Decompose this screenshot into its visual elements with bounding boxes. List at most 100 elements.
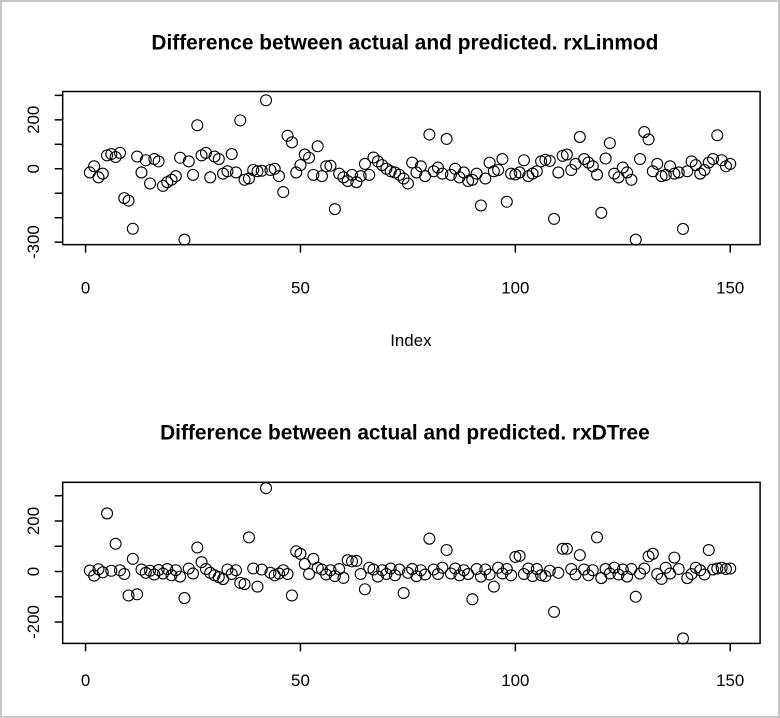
data-point — [294, 159, 307, 172]
data-point — [578, 153, 591, 166]
data-point — [419, 170, 432, 183]
chart-title-rxlinmod: Difference between actual and predicted.… — [151, 32, 658, 55]
data-point — [556, 542, 569, 555]
data-point — [186, 168, 200, 181]
data-point — [591, 531, 604, 544]
data-point — [350, 554, 363, 567]
data-point — [427, 165, 440, 178]
x-tick-label: 0 — [81, 278, 90, 297]
data-point — [565, 163, 578, 176]
data-point — [324, 159, 337, 172]
data-point — [483, 568, 496, 581]
data-point — [238, 578, 251, 591]
x-axis-label-index: Index — [390, 331, 432, 350]
data-point — [414, 564, 427, 577]
data-point — [225, 148, 238, 161]
data-point — [548, 212, 561, 225]
data-point — [423, 532, 436, 545]
data-point — [509, 550, 522, 563]
data-point — [638, 126, 651, 139]
data-point — [707, 563, 720, 576]
data-point — [264, 163, 277, 176]
x-tick-label: 100 — [501, 671, 529, 690]
data-point — [599, 563, 612, 576]
data-point — [397, 586, 410, 600]
data-point — [238, 173, 251, 186]
data-point — [724, 157, 737, 170]
data-point — [492, 163, 505, 176]
data-point — [698, 568, 711, 581]
data-point — [298, 148, 311, 161]
data-point — [337, 571, 350, 584]
data-point — [444, 168, 457, 181]
data-point — [655, 572, 668, 585]
data-point — [285, 589, 298, 602]
data-point — [474, 199, 487, 212]
data-point — [724, 562, 737, 575]
data-point — [651, 157, 664, 170]
data-point — [664, 160, 677, 173]
data-point — [225, 567, 238, 581]
data-point — [148, 568, 161, 581]
data-point — [702, 544, 715, 557]
data-point — [363, 168, 376, 181]
data-point — [92, 171, 105, 184]
data-point — [449, 562, 462, 575]
data-point — [401, 177, 414, 190]
data-point — [436, 167, 449, 180]
data-point — [616, 161, 629, 174]
data-point — [517, 154, 530, 167]
data-point — [496, 153, 509, 166]
data-point — [260, 482, 273, 495]
data-point — [144, 564, 157, 577]
data-point — [522, 562, 535, 575]
data-point — [646, 547, 659, 560]
data-point — [427, 563, 440, 576]
data-point — [337, 171, 350, 184]
y-tick-label: -200 — [24, 605, 43, 639]
data-point — [608, 167, 621, 180]
data-point — [302, 151, 316, 164]
data-point — [341, 554, 354, 567]
data-point — [560, 148, 573, 161]
data-point — [113, 146, 127, 159]
data-point — [315, 170, 328, 183]
data-point — [457, 564, 470, 577]
data-point — [543, 564, 556, 577]
data-point — [139, 154, 152, 167]
data-point — [354, 567, 367, 581]
data-point — [135, 563, 148, 576]
data-point — [505, 569, 518, 582]
data-point — [204, 171, 217, 184]
data-point — [251, 165, 264, 178]
data-point — [681, 572, 694, 585]
data-point — [638, 562, 651, 575]
data-point — [685, 155, 698, 168]
data-point — [599, 152, 612, 165]
data-point — [156, 179, 169, 192]
data-point — [277, 564, 290, 577]
data-point — [341, 174, 354, 188]
data-point — [345, 555, 359, 568]
data-point — [595, 206, 608, 219]
data-point — [152, 155, 165, 168]
data-point — [161, 563, 174, 576]
data-point — [406, 563, 419, 576]
x-tick-label: 0 — [81, 671, 90, 690]
data-point — [345, 168, 359, 181]
data-point — [530, 165, 543, 178]
data-point — [247, 562, 260, 575]
data-point — [105, 564, 118, 577]
data-point — [573, 549, 586, 562]
data-point — [642, 133, 655, 146]
data-point — [715, 154, 728, 167]
data-point — [711, 562, 724, 575]
data-point — [466, 593, 479, 606]
data-point — [169, 170, 182, 183]
data-point — [384, 562, 397, 575]
data-point — [333, 167, 346, 180]
data-point — [676, 222, 690, 235]
x-tick-label: 100 — [501, 278, 529, 297]
data-point — [191, 119, 204, 132]
